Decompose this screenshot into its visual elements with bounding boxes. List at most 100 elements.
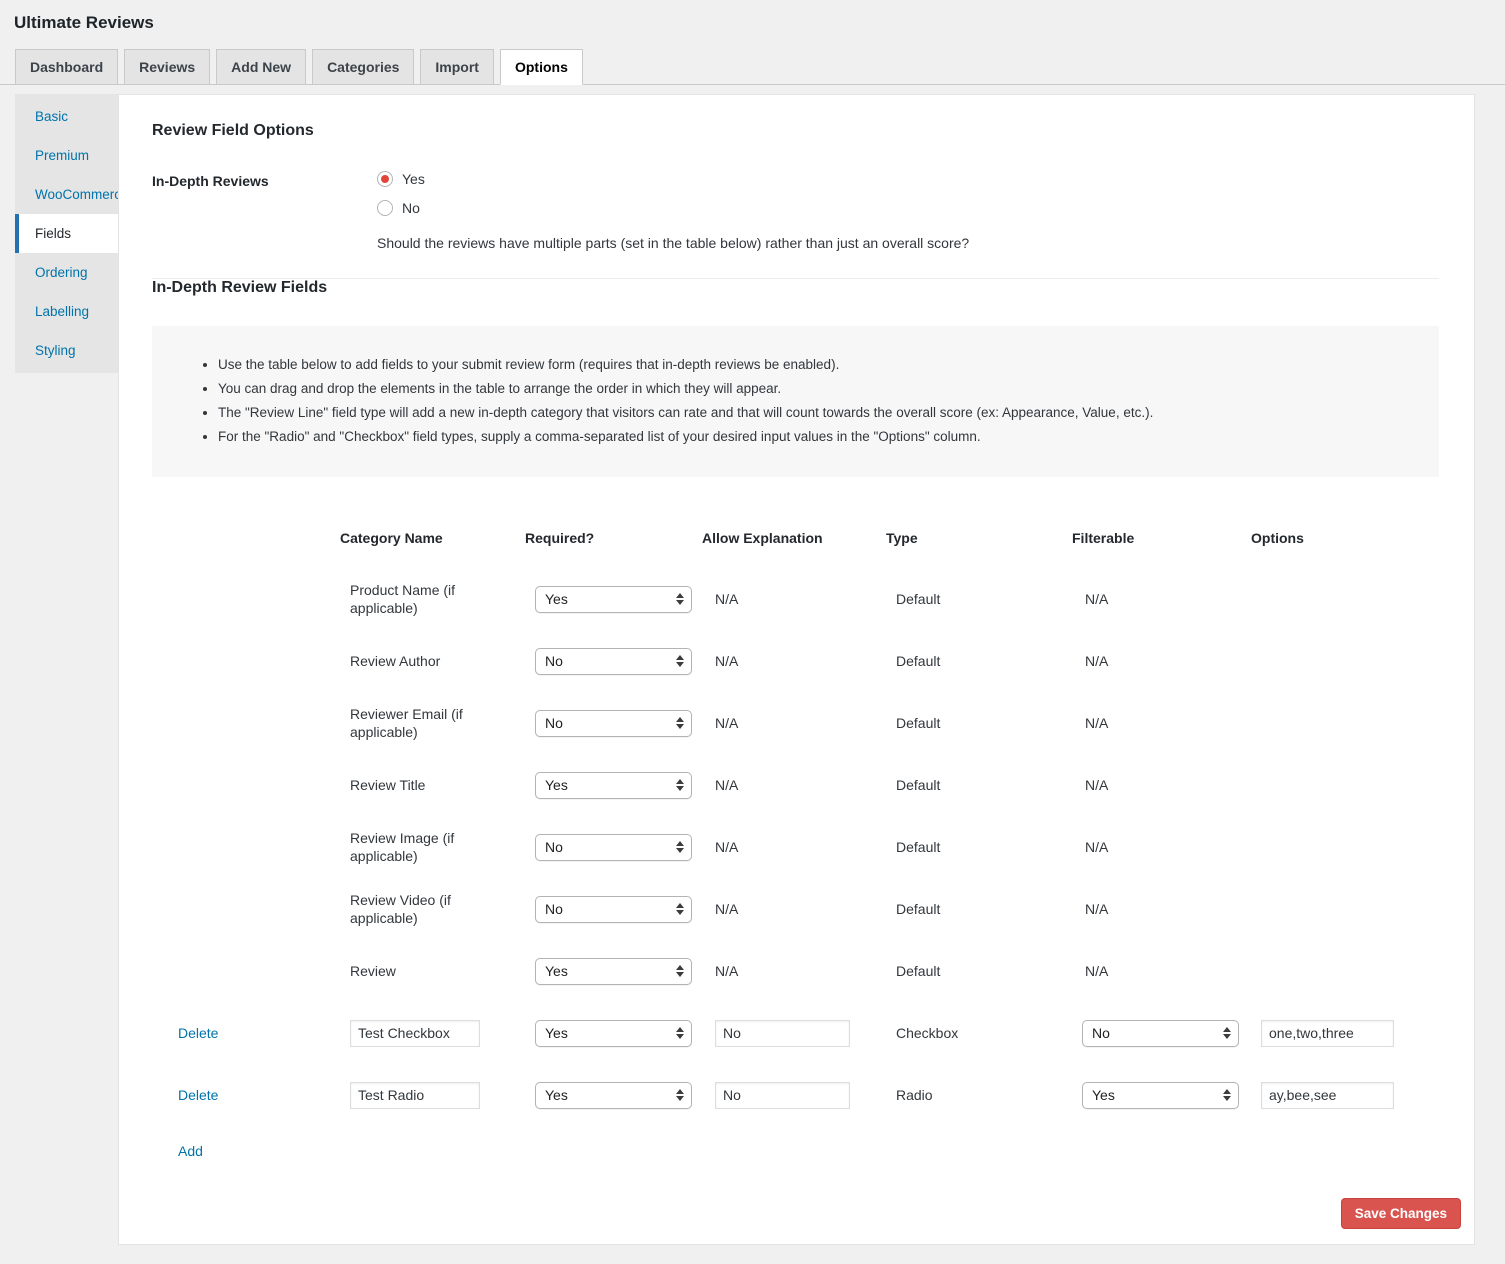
required-select[interactable]: No — [535, 647, 692, 675]
filterable-value: N/A — [1085, 591, 1109, 607]
fields-options-panel: Review Field Options In-Depth Reviews Ye… — [118, 94, 1475, 1245]
table-row: Reviewer Email (if applicable) No N/A De… — [152, 692, 1439, 754]
required-select-wrap: Yes — [535, 585, 692, 613]
in-depth-no-radio[interactable] — [377, 200, 393, 216]
table-row: Product Name (if applicable) Yes N/A Def… — [152, 568, 1439, 630]
table-row: Review Yes N/A Default N/A — [152, 940, 1439, 1002]
info-bullet: You can drag and drop the elements in th… — [218, 381, 1399, 397]
field-name: Review Author — [350, 653, 441, 669]
tab-import[interactable]: Import — [420, 49, 494, 84]
tab-categories[interactable]: Categories — [312, 49, 415, 84]
sidebar-item-fields[interactable]: Fields — [15, 214, 118, 253]
sidebar-item-basic[interactable]: Basic — [35, 109, 69, 124]
in-depth-reviews-control: Yes No Should the reviews have multiple … — [377, 171, 969, 251]
filterable-value: N/A — [1085, 653, 1109, 669]
tab-reviews[interactable]: Reviews — [124, 49, 211, 84]
field-name: Review Title — [350, 777, 426, 793]
filterable-select[interactable]: Yes — [1082, 1081, 1239, 1109]
filterable-select-wrap: No — [1082, 1019, 1239, 1047]
required-select[interactable]: No — [535, 833, 692, 861]
required-select[interactable]: No — [535, 895, 692, 923]
filterable-select-wrap: Yes — [1082, 1081, 1239, 1109]
category-name-input[interactable] — [350, 1081, 480, 1109]
sidebar-item-styling[interactable]: Styling — [35, 343, 76, 358]
required-select[interactable]: Yes — [535, 957, 692, 985]
field-name: Product Name (if applicable) — [350, 582, 456, 616]
required-select[interactable]: Yes — [535, 1019, 692, 1047]
field-name: Reviewer Email (if applicable) — [350, 706, 463, 740]
options-input[interactable] — [1261, 1019, 1394, 1047]
header-required: Required? — [525, 530, 595, 546]
info-bullet: Use the table below to add fields to you… — [218, 357, 1399, 373]
table-header-row: Category Name Required? Allow Explanatio… — [152, 530, 1439, 546]
type-value: Default — [896, 777, 941, 793]
required-select-wrap: No — [535, 709, 692, 737]
in-depth-description: Should the reviews have multiple parts (… — [377, 235, 970, 251]
add-field-link[interactable]: Add — [178, 1143, 203, 1159]
required-select[interactable]: Yes — [535, 585, 692, 613]
delete-field-link[interactable]: Delete — [178, 1025, 219, 1041]
options-input[interactable] — [1261, 1081, 1394, 1109]
in-depth-no-option[interactable]: No — [377, 200, 969, 216]
table-row: Delete Yes Checkbox No — [152, 1002, 1439, 1064]
header-options: Options — [1251, 530, 1304, 546]
required-select-wrap: No — [535, 833, 692, 861]
filterable-value: N/A — [1085, 963, 1109, 979]
required-select-wrap: Yes — [535, 1019, 692, 1047]
radio-label-no: No — [402, 200, 420, 216]
in-depth-yes-radio[interactable] — [377, 171, 393, 187]
tab-dashboard[interactable]: Dashboard — [15, 49, 119, 84]
type-value: Default — [896, 963, 941, 979]
table-row: Review Image (if applicable) No N/A Defa… — [152, 816, 1439, 878]
filterable-value: N/A — [1085, 901, 1109, 917]
header-category-name: Category Name — [340, 530, 443, 546]
tab-add-new[interactable]: Add New — [216, 49, 307, 84]
save-changes-button[interactable]: Save Changes — [1340, 1198, 1461, 1229]
allow-explanation-value: N/A — [715, 653, 739, 669]
allow-explanation-input[interactable] — [715, 1081, 850, 1109]
info-bullet-list: Use the table below to add fields to you… — [168, 357, 1399, 445]
allow-explanation-value: N/A — [715, 591, 739, 607]
delete-field-link[interactable]: Delete — [178, 1087, 219, 1103]
required-select[interactable]: No — [535, 709, 692, 737]
required-select-wrap: No — [535, 647, 692, 675]
section-divider — [152, 278, 1439, 279]
type-value: Checkbox — [896, 1025, 959, 1041]
options-layout: Basic Premium WooCommerce Fields Orderin… — [15, 94, 1475, 1245]
tab-options[interactable]: Options — [499, 49, 583, 85]
required-select-wrap: Yes — [535, 1081, 692, 1109]
filterable-value: N/A — [1085, 715, 1109, 731]
field-name: Review Video (if applicable) — [350, 892, 451, 926]
filterable-value: N/A — [1085, 777, 1109, 793]
filterable-select[interactable]: No — [1082, 1019, 1239, 1047]
type-value: Default — [896, 839, 941, 855]
in-depth-yes-option[interactable]: Yes — [377, 171, 969, 187]
radio-label-yes: Yes — [402, 171, 425, 187]
allow-explanation-value: N/A — [715, 715, 739, 731]
allow-explanation-value: N/A — [715, 777, 739, 793]
sidebar-item-woocommerce[interactable]: WooCommerce — [35, 187, 118, 202]
page-title: Ultimate Reviews — [14, 13, 154, 32]
sidebar-item-labelling[interactable]: Labelling — [35, 304, 90, 319]
type-value: Default — [896, 591, 941, 607]
required-select[interactable]: Yes — [535, 771, 692, 799]
settings-sidebar: Basic Premium WooCommerce Fields Orderin… — [15, 94, 118, 373]
sidebar-item-premium[interactable]: Premium — [35, 148, 90, 163]
info-bullet: The "Review Line" field type will add a … — [218, 405, 1399, 421]
allow-explanation-value: N/A — [715, 963, 739, 979]
header-allow-explanation: Allow Explanation — [702, 530, 823, 546]
fields-table: Category Name Required? Allow Explanatio… — [152, 530, 1439, 1159]
in-depth-reviews-row: In-Depth Reviews Yes No Should the revie… — [152, 171, 1439, 251]
allow-explanation-input[interactable] — [715, 1019, 850, 1047]
table-row: Review Title Yes N/A Default N/A — [152, 754, 1439, 816]
header-filterable: Filterable — [1072, 530, 1135, 546]
type-value: Radio — [896, 1087, 933, 1103]
table-row: Delete Yes Radio Yes — [152, 1064, 1439, 1126]
required-select[interactable]: Yes — [535, 1081, 692, 1109]
sidebar-item-ordering[interactable]: Ordering — [35, 265, 88, 280]
required-select-wrap: Yes — [535, 957, 692, 985]
table-row: Review Video (if applicable) No N/A Defa… — [152, 878, 1439, 940]
category-name-input[interactable] — [350, 1019, 480, 1047]
type-value: Default — [896, 653, 941, 669]
filterable-value: N/A — [1085, 839, 1109, 855]
